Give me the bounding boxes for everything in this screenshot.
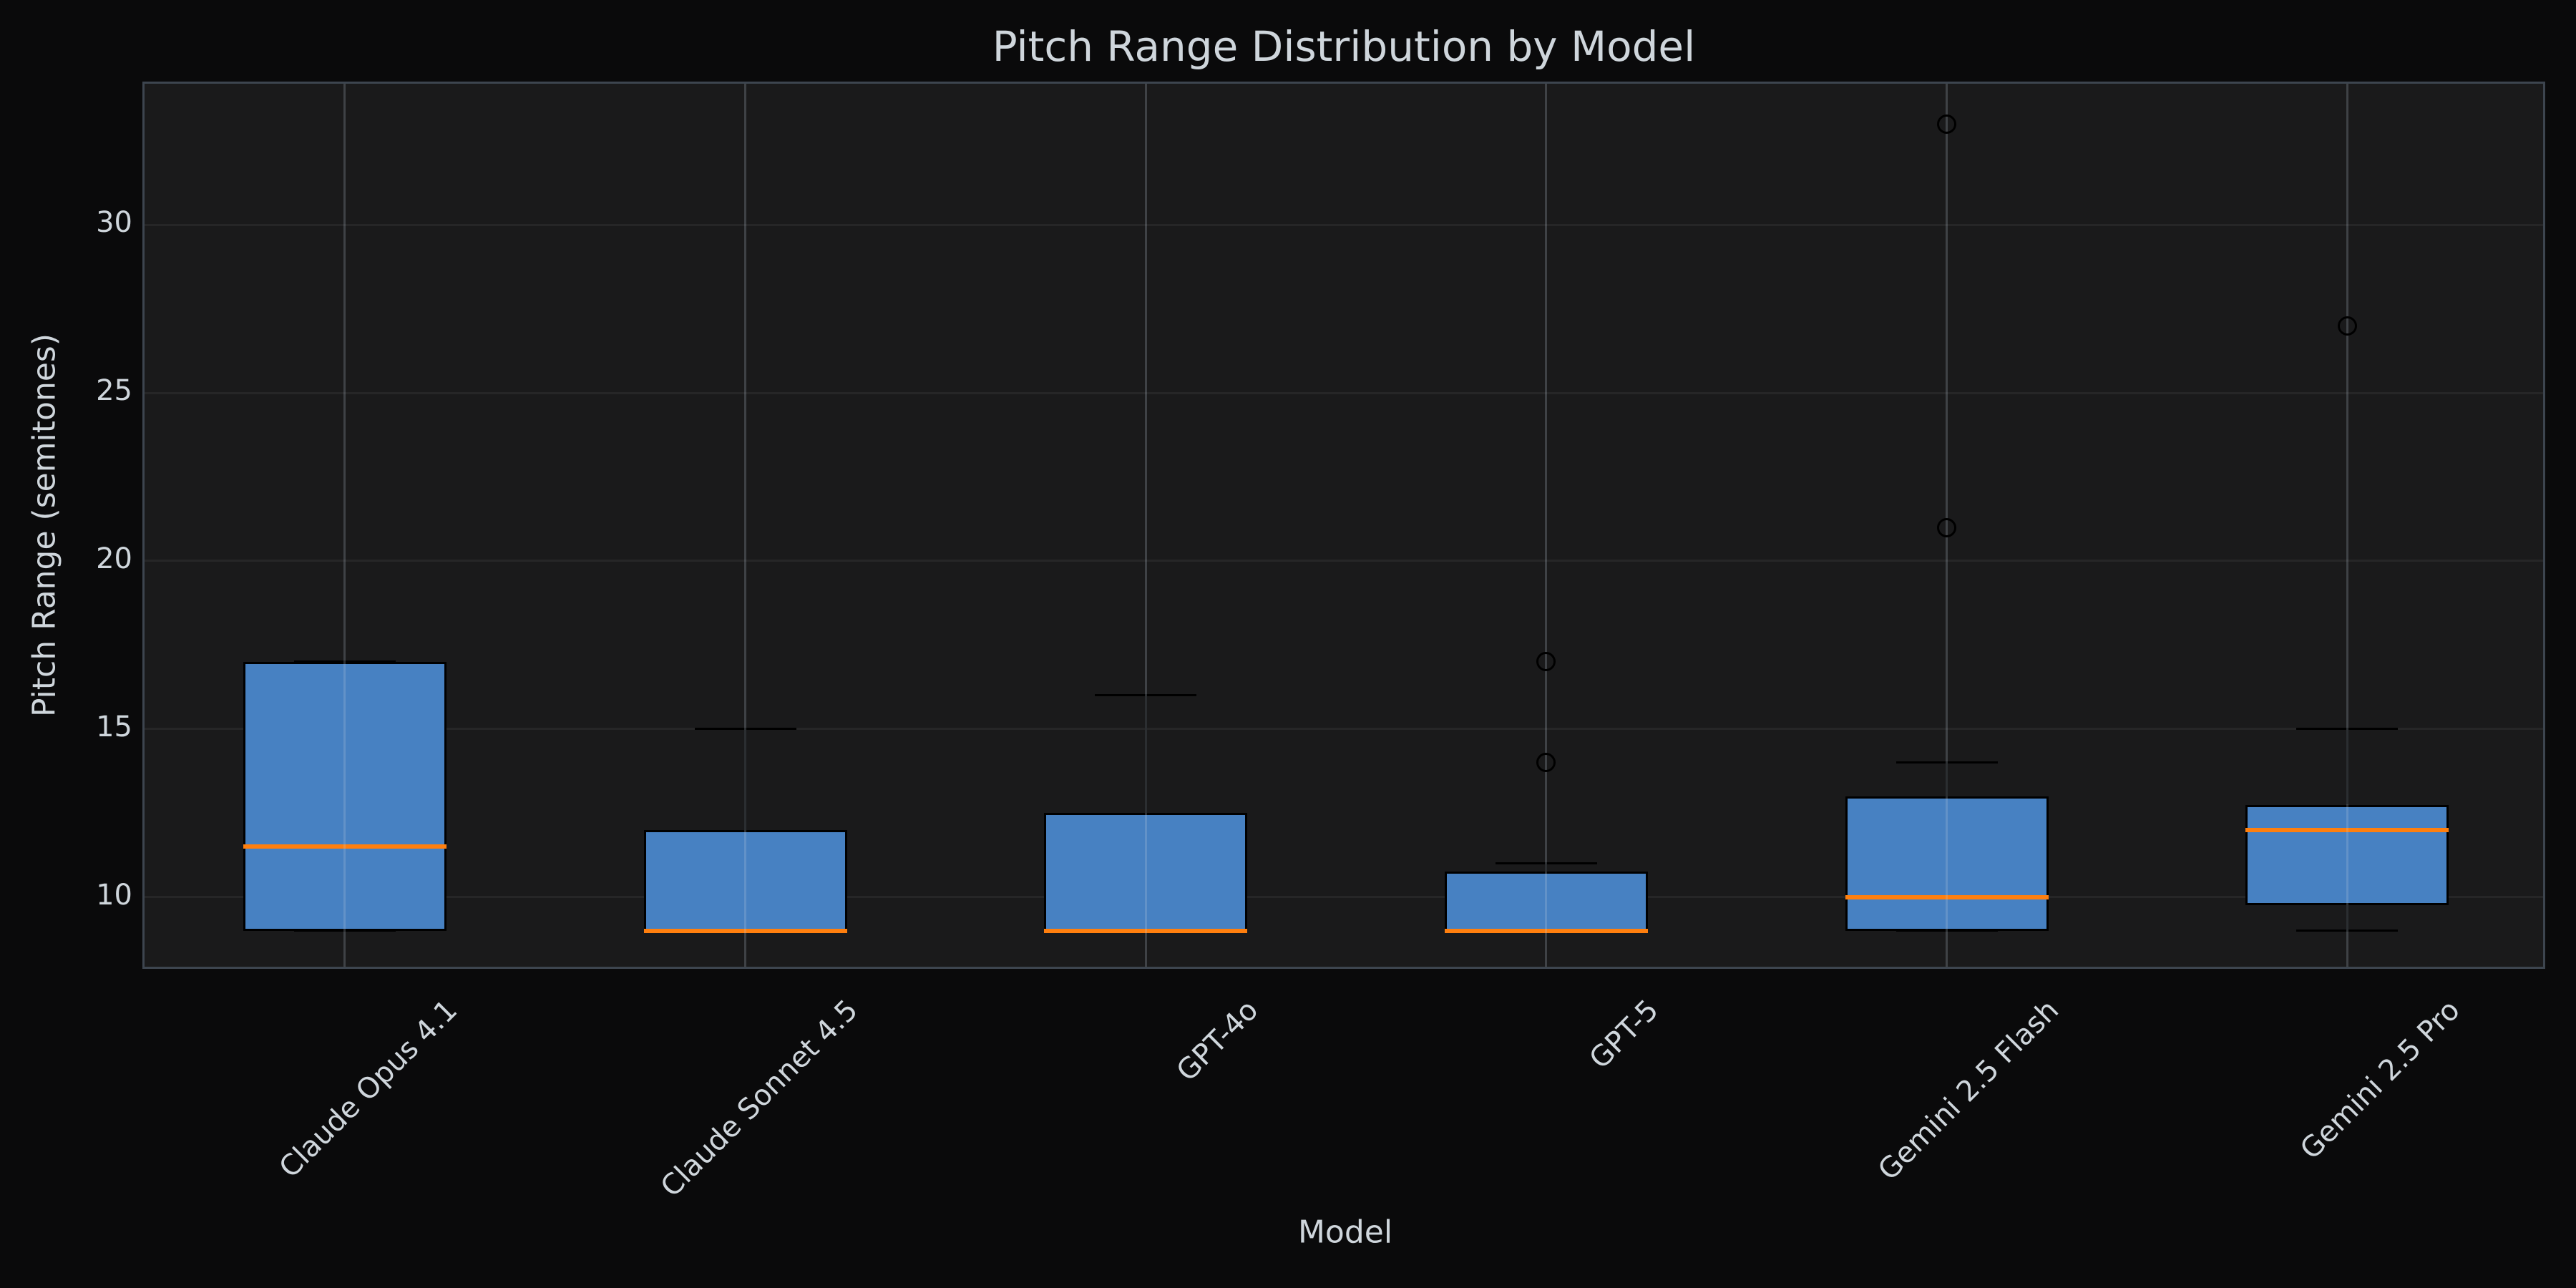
outlier-point — [2337, 316, 2357, 336]
x-tick-label: Claude Sonnet 4.5 — [654, 993, 864, 1204]
whisker-cap-low — [2296, 930, 2399, 932]
horizontal-gridline — [145, 728, 2543, 731]
vertical-gridline — [1144, 84, 1147, 967]
whisker-cap-low — [293, 930, 396, 932]
vertical-gridline — [343, 84, 346, 967]
outlier-point — [1536, 753, 1556, 773]
y-tick-label: 10 — [96, 878, 132, 912]
box-claude-opus-4-1 — [243, 661, 447, 931]
median-line — [1444, 928, 1648, 933]
vertical-gridline — [1545, 84, 1548, 967]
y-tick-label: 15 — [96, 710, 132, 743]
horizontal-gridline — [145, 560, 2543, 562]
upper-whisker — [1545, 863, 1548, 872]
vertical-gridline — [2346, 84, 2348, 967]
x-tick-label: GPT-4o — [1170, 993, 1265, 1088]
box-gemini-2-5-flash — [1845, 796, 2049, 931]
median-line — [243, 844, 447, 849]
box-claude-sonnet-4-5 — [643, 829, 847, 931]
whisker-cap-high — [1495, 862, 1597, 865]
vertical-gridline — [744, 84, 746, 967]
median-line — [1845, 894, 2049, 899]
x-tick-label: Claude Opus 4.1 — [273, 993, 464, 1185]
x-tick-label: Gemini 2.5 Pro — [2293, 993, 2467, 1166]
y-axis-label: Pitch Range (semitones) — [26, 333, 63, 718]
x-tick-label: GPT-5 — [1583, 993, 1665, 1075]
x-axis-label: Model — [1297, 1214, 1393, 1251]
median-line — [1044, 928, 1248, 933]
median-line — [643, 928, 847, 933]
y-tick-label: 20 — [96, 542, 132, 575]
chart-title: Pitch Range Distribution by Model — [992, 22, 1696, 71]
whisker-cap-high — [2296, 728, 2399, 731]
box-gemini-2-5-pro — [2245, 804, 2449, 906]
whisker-cap-high — [1896, 761, 1998, 764]
y-tick-label: 25 — [96, 374, 132, 408]
horizontal-gridline — [145, 896, 2543, 899]
horizontal-gridline — [145, 223, 2543, 226]
whisker-cap-low — [1896, 930, 1998, 932]
lower-whisker — [2346, 905, 2348, 931]
x-tick-label: Gemini 2.5 Flash — [1872, 993, 2066, 1187]
upper-whisker — [744, 728, 746, 830]
median-line — [2245, 827, 2449, 832]
whisker-cap-high — [1095, 694, 1197, 697]
plot-area — [142, 82, 2545, 969]
outlier-point — [1937, 114, 1956, 134]
upper-whisker — [1144, 695, 1147, 814]
outlier-point — [1536, 652, 1556, 672]
upper-whisker — [1946, 762, 1948, 796]
outlier-point — [1937, 517, 1956, 537]
y-tick-label: 30 — [96, 206, 132, 240]
upper-whisker — [2346, 728, 2348, 805]
whisker-cap-high — [694, 728, 796, 731]
horizontal-gridline — [145, 391, 2543, 394]
